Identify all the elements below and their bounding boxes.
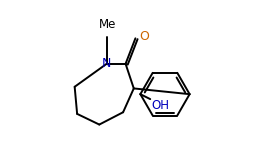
Text: Me: Me [99, 18, 116, 31]
Text: OH: OH [151, 99, 169, 112]
Text: N: N [102, 57, 111, 70]
Text: O: O [139, 30, 149, 43]
